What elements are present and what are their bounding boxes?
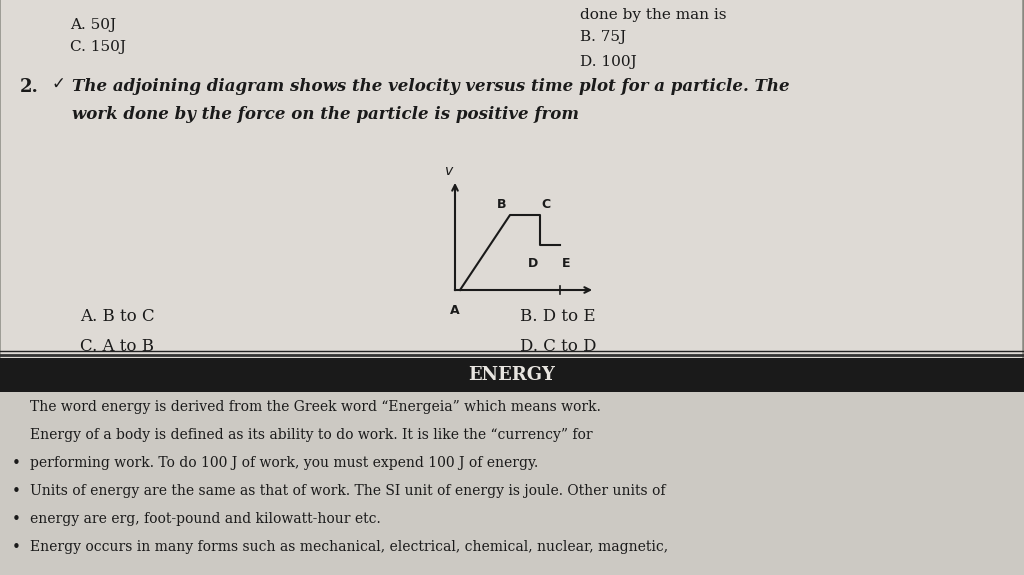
- Text: 2.: 2.: [20, 78, 39, 96]
- Text: energy are erg, foot-pound and kilowatt-hour etc.: energy are erg, foot-pound and kilowatt-…: [30, 512, 381, 526]
- Text: •: •: [12, 540, 20, 555]
- Text: C. 150J: C. 150J: [70, 40, 126, 54]
- Text: D. C to D: D. C to D: [520, 338, 597, 355]
- Text: Energy of a body is defined as its ability to do work. It is like the “currency”: Energy of a body is defined as its abili…: [30, 428, 593, 442]
- Text: The word energy is derived from the Greek word “Energeia” which means work.: The word energy is derived from the Gree…: [30, 400, 601, 414]
- Bar: [0, 392, 1024, 575]
- Text: •: •: [12, 512, 20, 527]
- Text: B. D to E: B. D to E: [520, 308, 596, 325]
- Text: The adjoining diagram shows the velocity versus time plot for a particle. The: The adjoining diagram shows the velocity…: [72, 78, 790, 95]
- Text: D. 100J: D. 100J: [580, 55, 637, 69]
- Bar: [0, 358, 1024, 392]
- Text: ✓: ✓: [52, 75, 66, 93]
- Text: D: D: [528, 257, 539, 270]
- Text: •: •: [12, 484, 20, 499]
- Text: B: B: [498, 198, 507, 211]
- Text: A. 50J: A. 50J: [70, 18, 116, 32]
- Text: ENERGY: ENERGY: [469, 366, 555, 384]
- Text: •: •: [12, 456, 20, 471]
- Text: work done by the force on the particle is positive from: work done by the force on the particle i…: [72, 106, 579, 123]
- Text: Energy occurs in many forms such as mechanical, electrical, chemical, nuclear, m: Energy occurs in many forms such as mech…: [30, 540, 668, 554]
- Text: performing work. To do 100 J of work, you must expend 100 J of energy.: performing work. To do 100 J of work, yo…: [30, 456, 539, 470]
- FancyBboxPatch shape: [0, 0, 1024, 364]
- Text: E: E: [562, 257, 570, 270]
- Text: Units of energy are the same as that of work. The SI unit of energy is joule. Ot: Units of energy are the same as that of …: [30, 484, 666, 498]
- Text: C: C: [542, 198, 551, 211]
- Text: C. A to B: C. A to B: [80, 338, 154, 355]
- Text: A. B to C: A. B to C: [80, 308, 155, 325]
- Text: v: v: [444, 164, 454, 178]
- Text: B. 75J: B. 75J: [580, 30, 626, 44]
- Text: A: A: [451, 304, 460, 317]
- Text: done by the man is: done by the man is: [580, 8, 726, 22]
